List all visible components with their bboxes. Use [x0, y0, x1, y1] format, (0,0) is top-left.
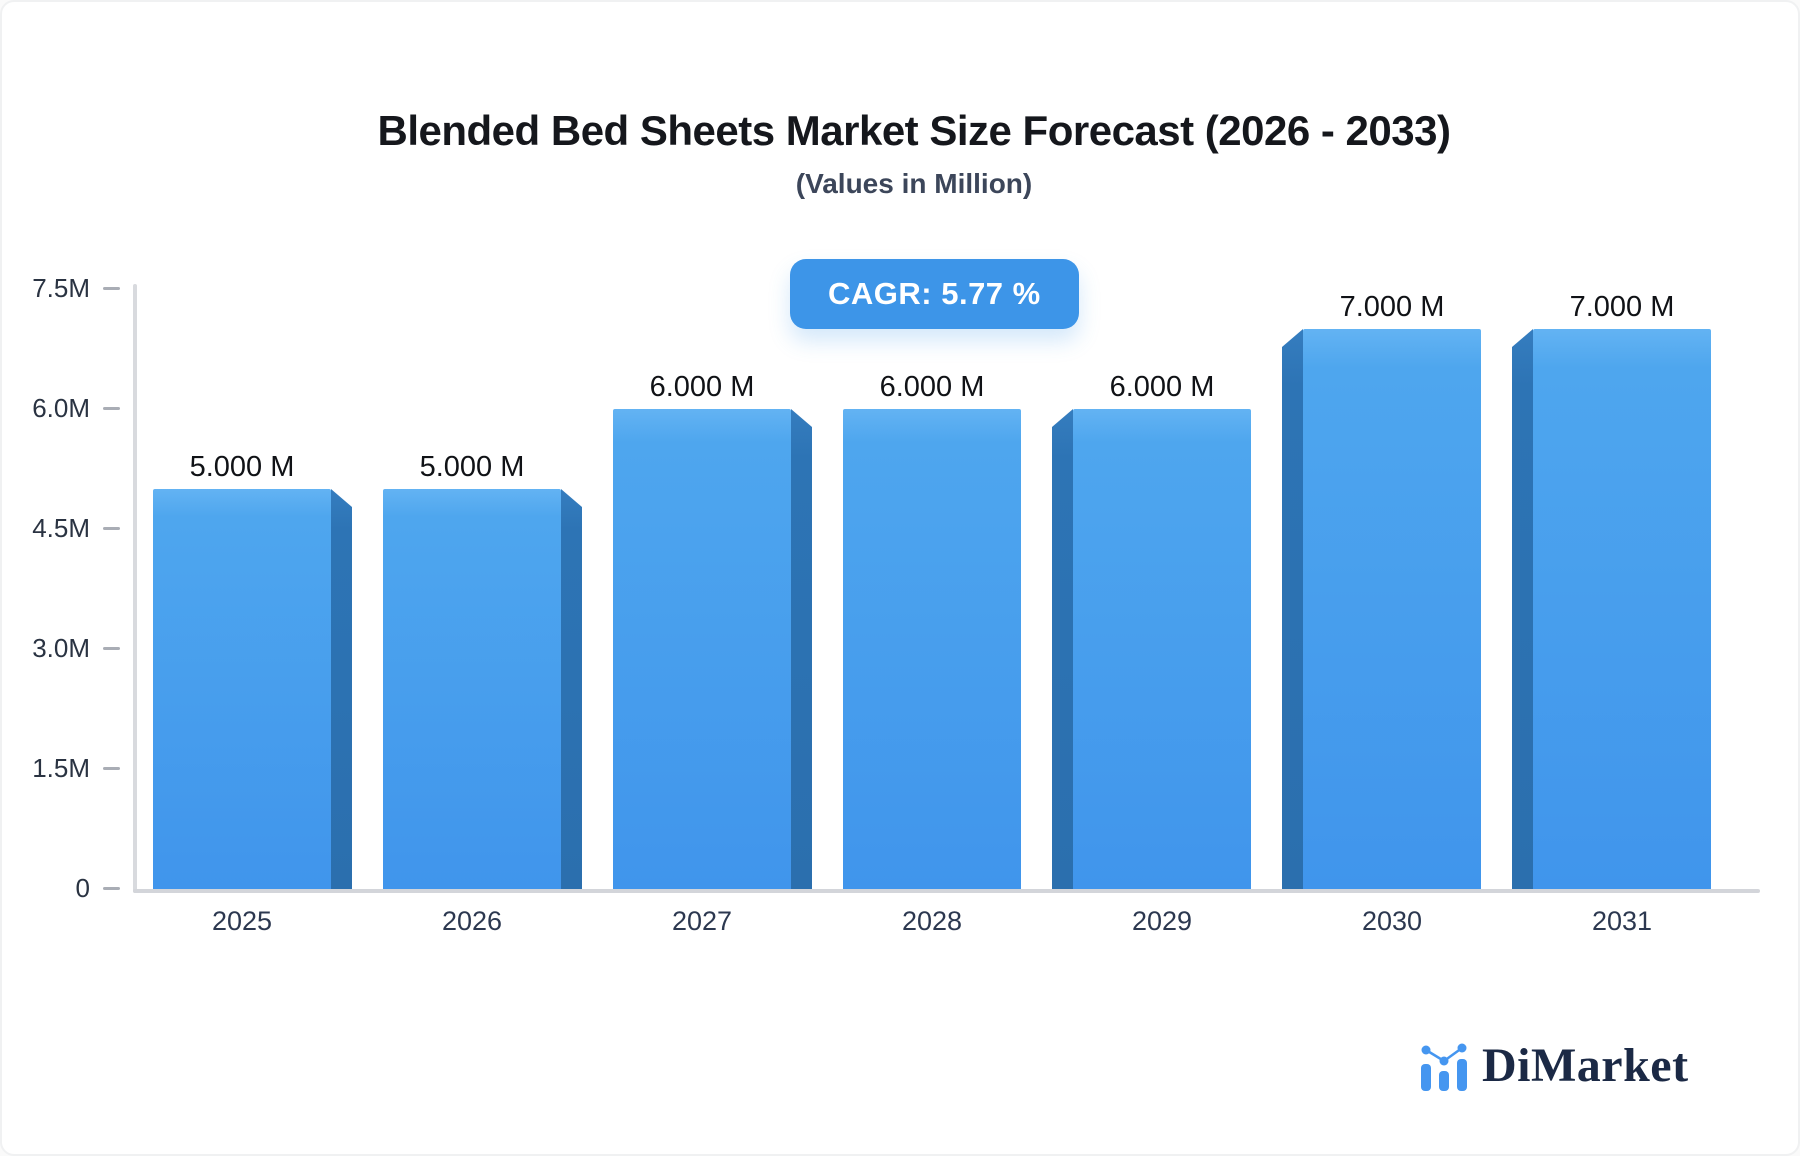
- bar-value-label: 6.000 M: [1109, 371, 1215, 403]
- bar-value-label: 6.000 M: [649, 371, 755, 403]
- bar-2027: [613, 409, 791, 889]
- y-axis-line: [133, 284, 137, 893]
- x-tick-label: 2031: [1591, 906, 1653, 936]
- x-tick-label: 2028: [901, 906, 963, 936]
- bar-2026: [383, 489, 561, 889]
- bar-value-label: 6.000 M: [879, 371, 985, 403]
- bar-side-face: [331, 489, 352, 889]
- x-tick-label: 2030: [1361, 906, 1423, 936]
- x-tick-label: 2026: [441, 906, 503, 936]
- chart-subtitle: (Values in Million): [795, 168, 1033, 199]
- y-tick-label: 4.5M: [32, 513, 90, 543]
- x-tick-label: 2025: [211, 906, 273, 936]
- y-tick-label: 3.0M: [32, 633, 90, 663]
- y-tick-dash: [103, 887, 120, 890]
- bar-2031: [1533, 329, 1711, 889]
- bar-2030: [1303, 329, 1481, 889]
- dimarket-logo: DiMarket: [1420, 1040, 1689, 1092]
- y-tick-label: 6.0M: [32, 393, 90, 423]
- y-tick-dash: [103, 407, 120, 410]
- x-axis-line: [133, 889, 1760, 893]
- cagr-badge: CAGR: 5.77 %: [790, 259, 1079, 329]
- bar-side-face: [791, 409, 812, 889]
- x-tick-label: 2027: [671, 906, 733, 936]
- bar-2029: [1073, 409, 1251, 889]
- y-tick-dash: [103, 767, 120, 770]
- bar-value-label: 7.000 M: [1339, 291, 1445, 323]
- bar-2028: [843, 409, 1021, 889]
- chart-header: Blended Bed Sheets Market Size Forecast …: [26, 106, 1798, 200]
- y-tick-label: 7.5M: [32, 273, 90, 303]
- bar-side-face: [1052, 409, 1073, 889]
- bar-value-label: 7.000 M: [1569, 291, 1675, 323]
- bar-value-label: 5.000 M: [419, 451, 525, 483]
- bar-side-face: [1282, 329, 1303, 889]
- x-tick-label: 2029: [1131, 906, 1193, 936]
- bar-value-label: 5.000 M: [189, 451, 295, 483]
- y-tick-label: 0: [75, 873, 90, 903]
- bar-2025: [153, 489, 331, 889]
- bar-line-chart-icon: [1421, 1043, 1467, 1091]
- bar-side-face: [561, 489, 582, 889]
- y-tick-label: 1.5M: [32, 753, 90, 783]
- chart-title: Blended Bed Sheets Market Size Forecast …: [377, 107, 1451, 154]
- bar-side-face: [1512, 329, 1533, 889]
- logo-text: DiMarket: [1482, 1039, 1689, 1092]
- y-tick-dash: [103, 527, 120, 530]
- y-tick-dash: [103, 287, 120, 290]
- y-tick-dash: [103, 647, 120, 650]
